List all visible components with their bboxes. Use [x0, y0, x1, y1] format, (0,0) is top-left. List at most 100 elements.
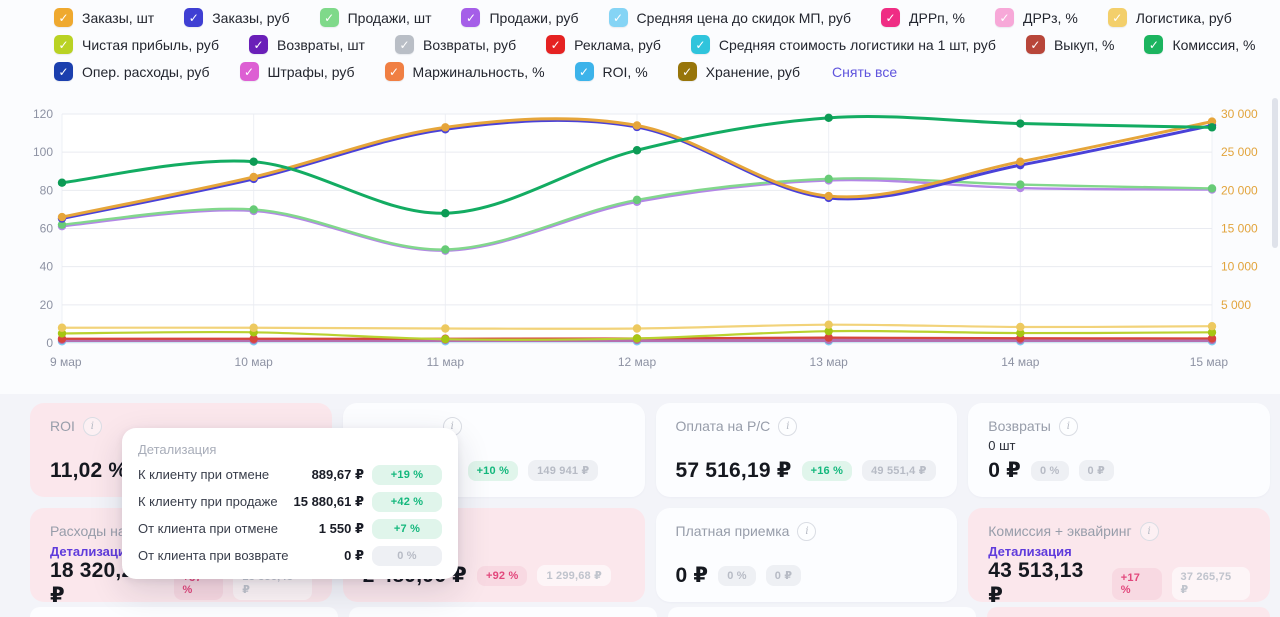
checkbox-checked-icon[interactable]: ✓ — [881, 8, 900, 27]
card-title: Комиссия + эквайринг — [988, 523, 1132, 539]
legend-item-маржинальность[interactable]: ✓ Маржинальность, % — [384, 62, 545, 81]
legend-item-логистика[interactable]: ✓ Логистика, руб — [1107, 8, 1232, 27]
tooltip-row-badge: +19 % — [372, 464, 442, 485]
checkbox-checked-icon[interactable]: ✓ — [239, 62, 259, 81]
checkbox-checked-icon[interactable]: ✓ — [608, 8, 628, 27]
badge-red: +17 % — [1111, 567, 1162, 600]
legend-item-возвраты[interactable]: ✓ Возвраты, шт — [248, 35, 365, 54]
checkbox-checked-icon[interactable]: ✓ — [574, 62, 594, 81]
series-point — [441, 123, 450, 132]
checkbox-checked-icon[interactable]: ✓ — [248, 35, 268, 54]
legend-item-продажи[interactable]: ✓ Продажи, руб — [461, 8, 579, 27]
metric-card-paid-acceptance: Платная приемка i 0 ₽ 0 % 0 ₽ — [655, 508, 958, 602]
checkbox-checked-icon[interactable]: ✓ — [54, 62, 73, 81]
series-point — [441, 245, 450, 254]
detail-link[interactable]: Детализация — [50, 544, 134, 559]
legend-item-label: Продажи, руб — [489, 9, 579, 26]
series-point — [632, 121, 642, 130]
legend-item-хранение[interactable]: ✓ Хранение, руб — [677, 62, 801, 81]
series-point — [632, 334, 642, 343]
info-icon[interactable]: i — [778, 416, 798, 436]
badge-red: +92 % — [476, 565, 528, 586]
svg-text:100: 100 — [33, 145, 53, 159]
badge-gray: 49 551,4 ₽ — [862, 460, 936, 481]
info-icon[interactable]: i — [797, 521, 817, 541]
next-row-card-stub — [30, 607, 338, 617]
chart-panel: ✓ Заказы, шт ✓ Заказы, руб ✓ Продажи, шт ✓ Прод… — [30, 8, 1276, 388]
svg-text:30 000: 30 000 — [1221, 107, 1258, 121]
card-title: Расходы на — [50, 523, 126, 539]
checkbox-checked-icon[interactable]: ✓ — [54, 35, 73, 54]
legend-item-label: Выкуп, % — [1053, 36, 1115, 53]
legend-item-дррп[interactable]: ✓ ДРРп, % — [881, 8, 965, 27]
legend-item-выкуп[interactable]: ✓ Выкуп, % — [1025, 35, 1115, 54]
legend-item-заказы[interactable]: ✓ Заказы, шт — [54, 8, 154, 27]
legend-item-чистая-прибыль[interactable]: ✓ Чистая прибыль, руб — [54, 35, 219, 54]
next-row-card-stub — [987, 607, 1270, 617]
checkbox-checked-icon[interactable]: ✓ — [384, 62, 404, 81]
checkbox-checked-icon[interactable]: ✓ — [677, 62, 697, 81]
scrollbar-thumb[interactable] — [1272, 98, 1278, 248]
series-point — [824, 320, 833, 329]
next-row-card-stub — [349, 607, 657, 617]
legend-item-возвраты[interactable]: ✓ Возвраты, руб — [394, 35, 517, 54]
checkbox-checked-icon[interactable]: ✓ — [461, 8, 481, 27]
series-point — [824, 326, 833, 336]
legend-item-заказы[interactable]: ✓ Заказы, руб — [184, 8, 290, 27]
legend-item-продажи[interactable]: ✓ Продажи, шт — [319, 8, 431, 27]
checkbox-checked-icon[interactable]: ✓ — [1144, 35, 1164, 54]
series-point — [57, 178, 67, 187]
info-icon[interactable]: i — [82, 416, 102, 436]
info-icon[interactable]: i — [1058, 416, 1078, 436]
metric-card-returns: Возвраты i 0 шт 0 ₽ 0 % 0 ₽ — [968, 403, 1270, 497]
card-value: 0 ₽ — [988, 459, 1021, 482]
legend-item-опер-расходы[interactable]: ✓ Опер. расходы, руб — [54, 62, 210, 81]
legend-item-label: Возвраты, руб — [422, 36, 517, 53]
checkbox-checked-icon[interactable]: ✓ — [546, 35, 566, 54]
checkbox-checked-icon[interactable]: ✓ — [1025, 35, 1045, 54]
checkbox-checked-icon[interactable]: ✓ — [394, 35, 414, 54]
checkbox-checked-icon[interactable]: ✓ — [994, 8, 1014, 27]
svg-text:14 мар: 14 мар — [1001, 355, 1040, 369]
legend-item-комиссия[interactable]: ✓ Комиссия, % — [1144, 35, 1255, 54]
svg-text:80: 80 — [40, 183, 54, 197]
detail-link[interactable]: Детализация — [988, 544, 1072, 559]
card-title-row: Оплата на Р/С i — [676, 416, 938, 436]
series-point — [632, 146, 642, 155]
scrollbar-track[interactable] — [1272, 0, 1279, 615]
legend-item-label: Хранение, руб — [705, 63, 801, 80]
tooltip-row: От клиента при отмене 1 550 ₽ +7 % — [138, 515, 442, 542]
legend-item-roi[interactable]: ✓ ROI, % — [574, 62, 648, 81]
tooltip-row-value: 1 550 ₽ — [318, 520, 364, 536]
card-title: Платная приемка — [675, 523, 790, 539]
card-title-row: Платная приемка i — [676, 521, 938, 541]
legend-item-label: Логистика, руб — [1135, 9, 1232, 26]
svg-text:11 мар: 11 мар — [427, 355, 465, 369]
tooltip-row-badge: +42 % — [372, 491, 442, 512]
badge-gray: 0 ₽ — [1078, 460, 1114, 481]
info-icon[interactable]: i — [1139, 521, 1159, 541]
tooltip-row: К клиенту при отмене 889,67 ₽ +19 % — [138, 461, 442, 488]
card-value-row: 57 516,19 ₽ +16 % 49 551,4 ₽ — [676, 458, 938, 483]
legend-item-дррз[interactable]: ✓ ДРРз, % — [994, 8, 1078, 27]
checkbox-checked-icon[interactable]: ✓ — [54, 8, 73, 27]
checkbox-checked-icon[interactable]: ✓ — [184, 8, 204, 27]
legend-item-средняя-стоимость-логистики-на-1-шт[interactable]: ✓ Средняя стоимость логистики на 1 шт, ру… — [690, 35, 996, 54]
series-point — [249, 205, 258, 214]
card-title-row: Расходы на — [50, 521, 312, 541]
series-point — [824, 191, 833, 201]
tooltip-row-value: 0 ₽ — [344, 547, 364, 563]
legend-item-реклама[interactable]: ✓ Реклама, руб — [546, 35, 661, 54]
line-chart: 0 20 40 60 80 100 120 5 000 10 000 15 000 20 000 25… — [30, 102, 1276, 388]
svg-text:10 000: 10 000 — [1221, 260, 1258, 274]
badge-green: +10 % — [467, 460, 519, 481]
legend-item-средняя-цена-до-скидок-мп[interactable]: ✓ Средняя цена до скидок МП, руб — [608, 8, 851, 27]
series-point — [57, 323, 67, 332]
clear-all-link[interactable]: Снять все — [832, 63, 898, 80]
checkbox-checked-icon[interactable]: ✓ — [319, 8, 339, 27]
legend-item-штрафы[interactable]: ✓ Штрафы, руб — [239, 62, 355, 81]
checkbox-checked-icon[interactable]: ✓ — [690, 35, 710, 54]
card-value-row: ₽+10 %149 941 ₽ — [363, 458, 625, 483]
checkbox-checked-icon[interactable]: ✓ — [1107, 8, 1127, 27]
